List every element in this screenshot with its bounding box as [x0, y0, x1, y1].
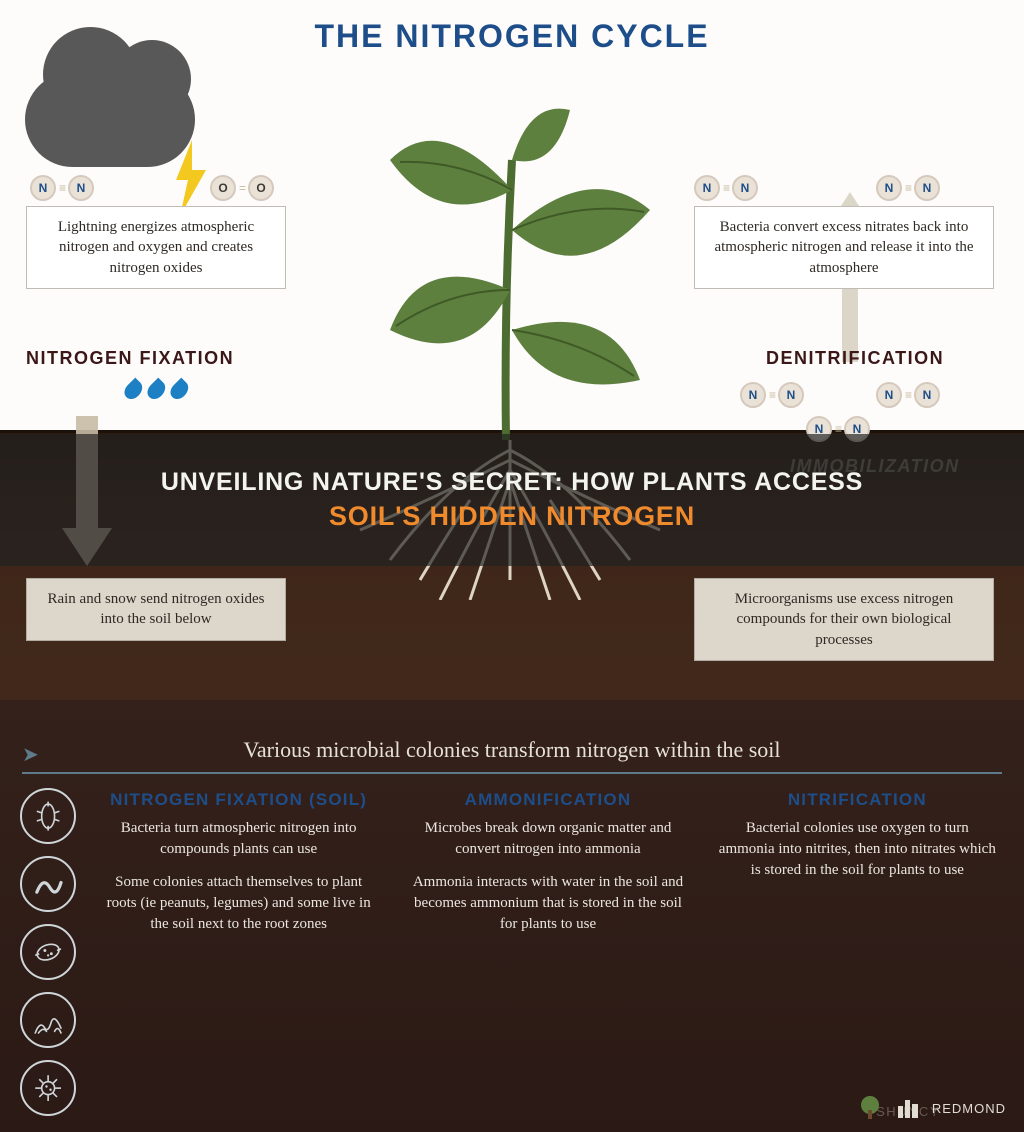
- atom: N: [30, 175, 56, 201]
- atom: N: [876, 175, 902, 201]
- atom: N: [68, 175, 94, 201]
- bond: ≡: [722, 181, 730, 195]
- brand-badge: REDMOND: [856, 1094, 1006, 1122]
- arrow-icon: ➤: [22, 742, 39, 767]
- process-label-denitrification: DENITRIFICATION: [766, 348, 944, 369]
- microbe-icon-column: [20, 788, 76, 1116]
- worm-icon: [20, 856, 76, 912]
- info-box-micro: Microorganisms use excess nitrogen compo…: [694, 578, 994, 661]
- atom-pair: N≡N: [876, 382, 940, 408]
- column-paragraph: Bacterial colonies use oxygen to turn am…: [719, 818, 996, 881]
- column-paragraph: Some colonies attach themselves to plant…: [100, 872, 377, 935]
- headline-line2: SOIL'S HIDDEN NITROGEN: [329, 501, 695, 532]
- lightning-icon: [170, 140, 210, 216]
- raindrop-icon: [121, 378, 146, 403]
- atom: N: [914, 175, 940, 201]
- bond: ≡: [904, 388, 912, 402]
- microbial-banner-text: Various microbial colonies transform nit…: [243, 737, 780, 763]
- atom: N: [694, 175, 720, 201]
- column-paragraph: Microbes break down organic matter and c…: [409, 818, 686, 860]
- info-box-denitrification: Bacteria convert excess nitrates back in…: [694, 206, 994, 289]
- process-column-2: NITRIFICATION Bacterial colonies use oxyg…: [719, 790, 1004, 947]
- process-column-1: AMMONIFICATION Microbes break down organi…: [409, 790, 694, 947]
- headline-overlay: UNVEILING NATURE'S SECRET: HOW PLANTS AC…: [0, 434, 1024, 566]
- atom: N: [876, 382, 902, 408]
- atom-pair: N≡N: [30, 175, 94, 201]
- tree-logo-icon: [856, 1094, 884, 1122]
- column-title: NITROGEN FIXATION (SOIL): [100, 790, 377, 810]
- microbial-banner: ➤ Various microbial colonies transform n…: [22, 728, 1002, 774]
- column-title: NITRIFICATION: [719, 790, 996, 810]
- atom: N: [914, 382, 940, 408]
- nitrogen-cycle-infographic: THE NITROGEN CYCLE N≡NO=ON≡NN≡NN≡NN≡NN≡N…: [0, 0, 1024, 1132]
- atom-pair: N≡N: [876, 175, 940, 201]
- bond: ≡: [904, 181, 912, 195]
- atom: N: [732, 175, 758, 201]
- atom-pair: N≡N: [694, 175, 758, 201]
- atom-pair: O=O: [210, 175, 274, 201]
- bond: =: [238, 181, 246, 195]
- atom: O: [248, 175, 274, 201]
- column-title: AMMONIFICATION: [409, 790, 686, 810]
- bacterium-icon: [20, 924, 76, 980]
- atom-pair: N≡N: [740, 382, 804, 408]
- mycelium-icon: [20, 992, 76, 1048]
- virus-icon: [20, 1060, 76, 1116]
- city-logo-icon: [894, 1094, 922, 1122]
- atom: O: [210, 175, 236, 201]
- raindrop-icon: [167, 378, 192, 403]
- process-label-fixation: NITROGEN FIXATION: [26, 348, 234, 369]
- info-box-rain: Rain and snow send nitrogen oxides into …: [26, 578, 286, 641]
- column-paragraph: Ammonia interacts with water in the soil…: [409, 872, 686, 935]
- process-column-0: NITROGEN FIXATION (SOIL) Bacteria turn at…: [100, 790, 385, 947]
- headline-line1: UNVEILING NATURE'S SECRET: HOW PLANTS AC…: [161, 468, 863, 497]
- rain-drops-icon: [122, 380, 191, 405]
- column-paragraph: Bacteria turn atmospheric nitrogen into …: [100, 818, 377, 860]
- brand-name: REDMOND: [932, 1101, 1006, 1116]
- bond: ≡: [768, 388, 776, 402]
- bacillus-icon: [20, 788, 76, 844]
- process-columns: NITROGEN FIXATION (SOIL) Bacteria turn at…: [100, 790, 1004, 947]
- info-box-lightning: Lightning energizes atmospheric nitrogen…: [26, 206, 286, 289]
- atom: N: [778, 382, 804, 408]
- raindrop-icon: [144, 378, 169, 403]
- bond: ≡: [58, 181, 66, 195]
- atom: N: [740, 382, 766, 408]
